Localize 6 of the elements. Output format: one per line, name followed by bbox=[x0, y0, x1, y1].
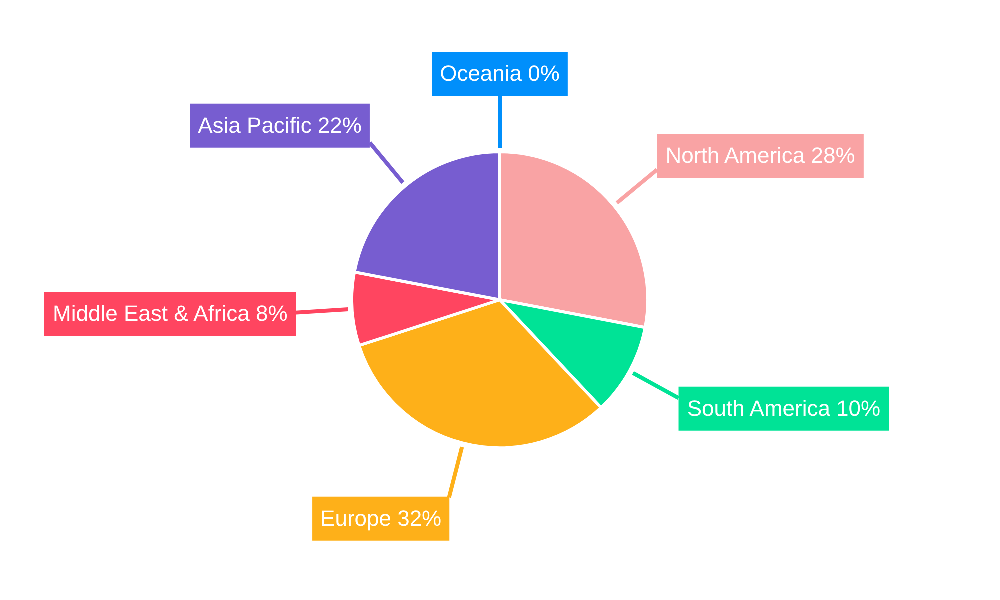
slice-label: North America 28% bbox=[666, 142, 856, 168]
slice-label: South America 10% bbox=[687, 396, 881, 421]
slice-label: Europe 32% bbox=[320, 506, 442, 531]
slice-label: Asia Pacific 22% bbox=[198, 112, 362, 138]
category-label: Oceania 0% bbox=[440, 61, 560, 86]
slice-label: Middle East & Africa 8% bbox=[53, 301, 288, 326]
